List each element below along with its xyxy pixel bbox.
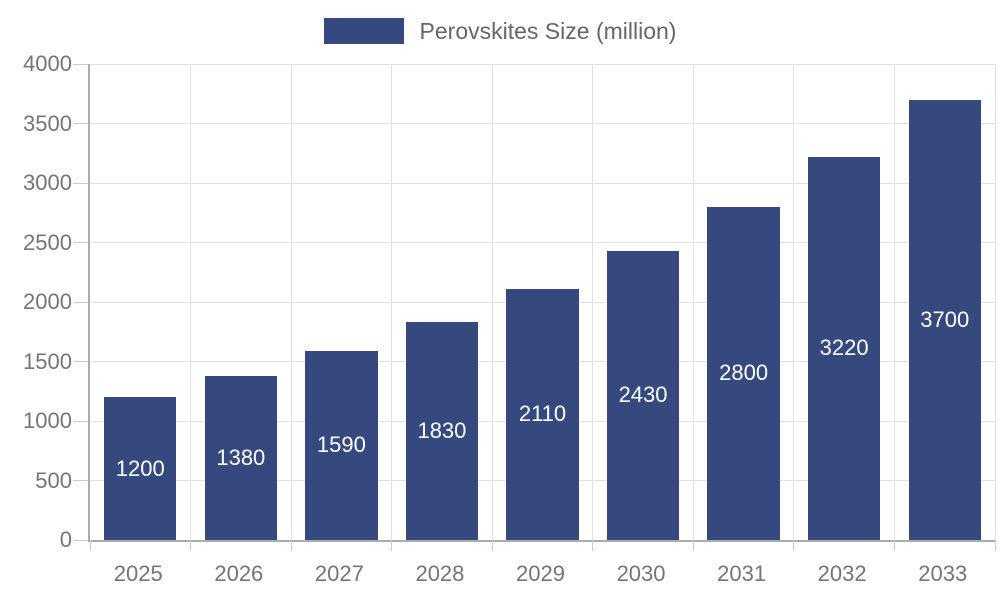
bar-2033[interactable] [908,99,981,540]
bar-value-label: 2430 [618,382,668,408]
x-tick-label: 2025 [113,561,163,586]
x-tick-label: 2028 [415,561,465,586]
y-axis-tick [73,539,88,541]
y-axis-tick [73,420,88,422]
bar-2028[interactable] [405,322,479,540]
x-tick-label: 2027 [314,561,364,586]
legend[interactable]: Perovskites Size (million) [0,14,1000,48]
x-axis-tick [391,540,393,551]
legend-label: Perovskites Size (million) [419,17,677,44]
y-gridline [90,242,995,243]
x-axis-tick [290,540,292,551]
x-gridline [793,64,795,540]
legend-swatch [323,18,404,44]
x-tick-label: 2026 [214,561,264,586]
y-tick-label: 2000 [23,289,72,314]
y-tick-label: 4000 [23,51,72,76]
y-gridline [90,123,995,124]
bar-2032[interactable] [807,156,881,540]
bar-value-label: 1590 [316,432,366,458]
x-gridline [391,64,393,540]
bar-2029[interactable] [506,288,579,540]
x-gridline [692,64,694,540]
bar-value-label: 1380 [216,444,266,470]
y-axis-tick [73,182,88,184]
x-axis-tick [793,540,795,551]
x-tick-label: 2030 [616,561,666,586]
bar-2031[interactable] [707,206,780,540]
plot-area: 1200 1380 1590 1830 2110 2430 2800 3220 3700 [73,63,996,551]
y-axis-tick [73,361,88,362]
x-axis-tick [89,540,91,551]
x-gridline [491,64,493,540]
x-gridline [190,64,192,540]
x-gridline [893,64,895,540]
x-axis-tick [190,540,192,551]
y-tick-label: 3000 [23,170,72,195]
y-tick-label: 2500 [23,229,72,255]
x-axis-tick [491,540,493,551]
x-tick-label: 2032 [817,561,867,586]
bar-value-label: 3220 [819,335,869,361]
y-axis-tick [73,63,88,65]
y-gridline [90,182,995,184]
x-tick-label: 2033 [918,561,968,586]
x-tick-label: 2029 [516,561,565,586]
y-tick-label: 500 [35,467,72,493]
bar-2025[interactable] [104,397,177,540]
bar-value-label: 1200 [115,455,165,481]
y-axis-tick [73,242,88,243]
y-tick-label: 1500 [23,348,72,374]
y-tick-label: 0 [59,527,72,552]
bar-value-label: 2110 [518,401,567,427]
y-axis-tick [73,123,88,124]
bar-value-label: 3700 [920,306,970,332]
x-tick-label: 2031 [717,561,767,586]
bar-value-label: 1830 [417,418,467,444]
bar-2026[interactable] [204,375,278,540]
y-gridline [90,63,995,65]
x-axis-tick [692,540,694,551]
bar-value-label: 2800 [719,360,769,386]
x-gridline [994,64,996,540]
y-tick-label: 1000 [23,408,72,433]
x-gridline [592,64,594,540]
y-tick-label: 3500 [23,110,72,136]
bar-2027[interactable] [305,350,378,540]
y-axis-tick [73,301,88,303]
x-axis-tick [994,540,996,551]
x-axis-tick [893,540,895,551]
x-axis-tick [592,540,594,551]
y-axis-tick [73,480,88,481]
x-gridline [290,64,292,540]
bar-2030[interactable] [606,250,680,540]
